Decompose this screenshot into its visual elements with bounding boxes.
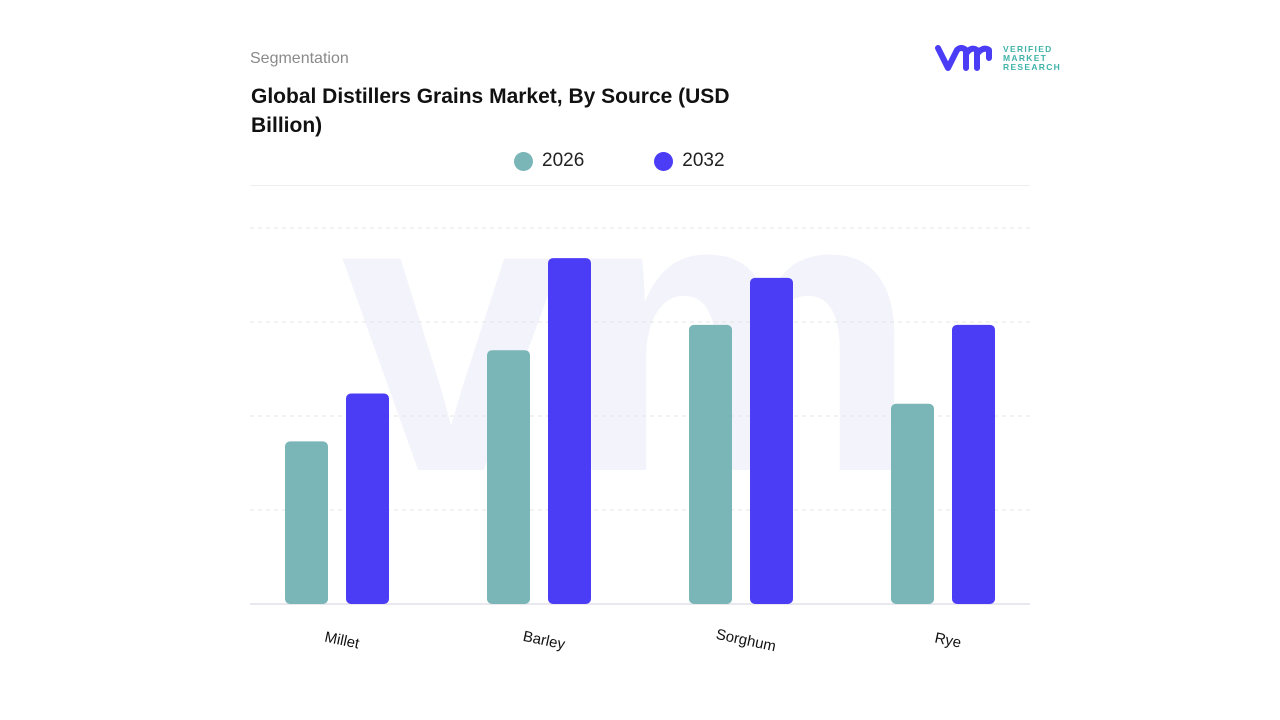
legend-label: 2032	[682, 150, 725, 171]
vmr-logo-icon	[935, 45, 992, 71]
bar-barley-2032[interactable]	[548, 258, 591, 604]
x-tick-label: Barley	[521, 628, 567, 654]
x-tick-label: Sorghum	[714, 626, 777, 655]
x-tick-label: Rye	[933, 630, 963, 652]
legend-item-2032[interactable]: 2032	[654, 150, 725, 172]
bar-rye-2026[interactable]	[891, 403, 934, 604]
logo-line: VERIFIED	[1003, 43, 1053, 54]
logo-line: RESEARCH	[1003, 61, 1062, 72]
legend: 2026 2032	[514, 150, 725, 172]
bar-millet-2026[interactable]	[285, 441, 328, 604]
logo-line: MARKET	[1003, 52, 1048, 63]
bar-barley-2026[interactable]	[487, 350, 530, 604]
legend-label: 2026	[542, 150, 585, 171]
legend-swatch	[514, 151, 533, 171]
divider	[250, 185, 1030, 186]
legend-swatch	[654, 151, 674, 171]
logo-text: VERIFIED MARKET RESEARCH	[1003, 43, 1062, 72]
bar-rye-2032[interactable]	[952, 324, 995, 604]
logo: VERIFIED MARKET RESEARCH	[935, 44, 1061, 72]
legend-item-2026[interactable]: 2026	[514, 150, 584, 172]
bar-millet-2032[interactable]	[346, 393, 389, 604]
bar-sorghum-2026[interactable]	[689, 324, 732, 604]
chart-title: Global Distillers Grains Market, By Sour…	[251, 85, 730, 137]
watermark-logo: vm	[341, 108, 919, 555]
segment-label: Segmentation	[250, 50, 349, 67]
bar-sorghum-2032[interactable]	[750, 277, 793, 604]
x-tick-label: Millet	[323, 629, 362, 653]
